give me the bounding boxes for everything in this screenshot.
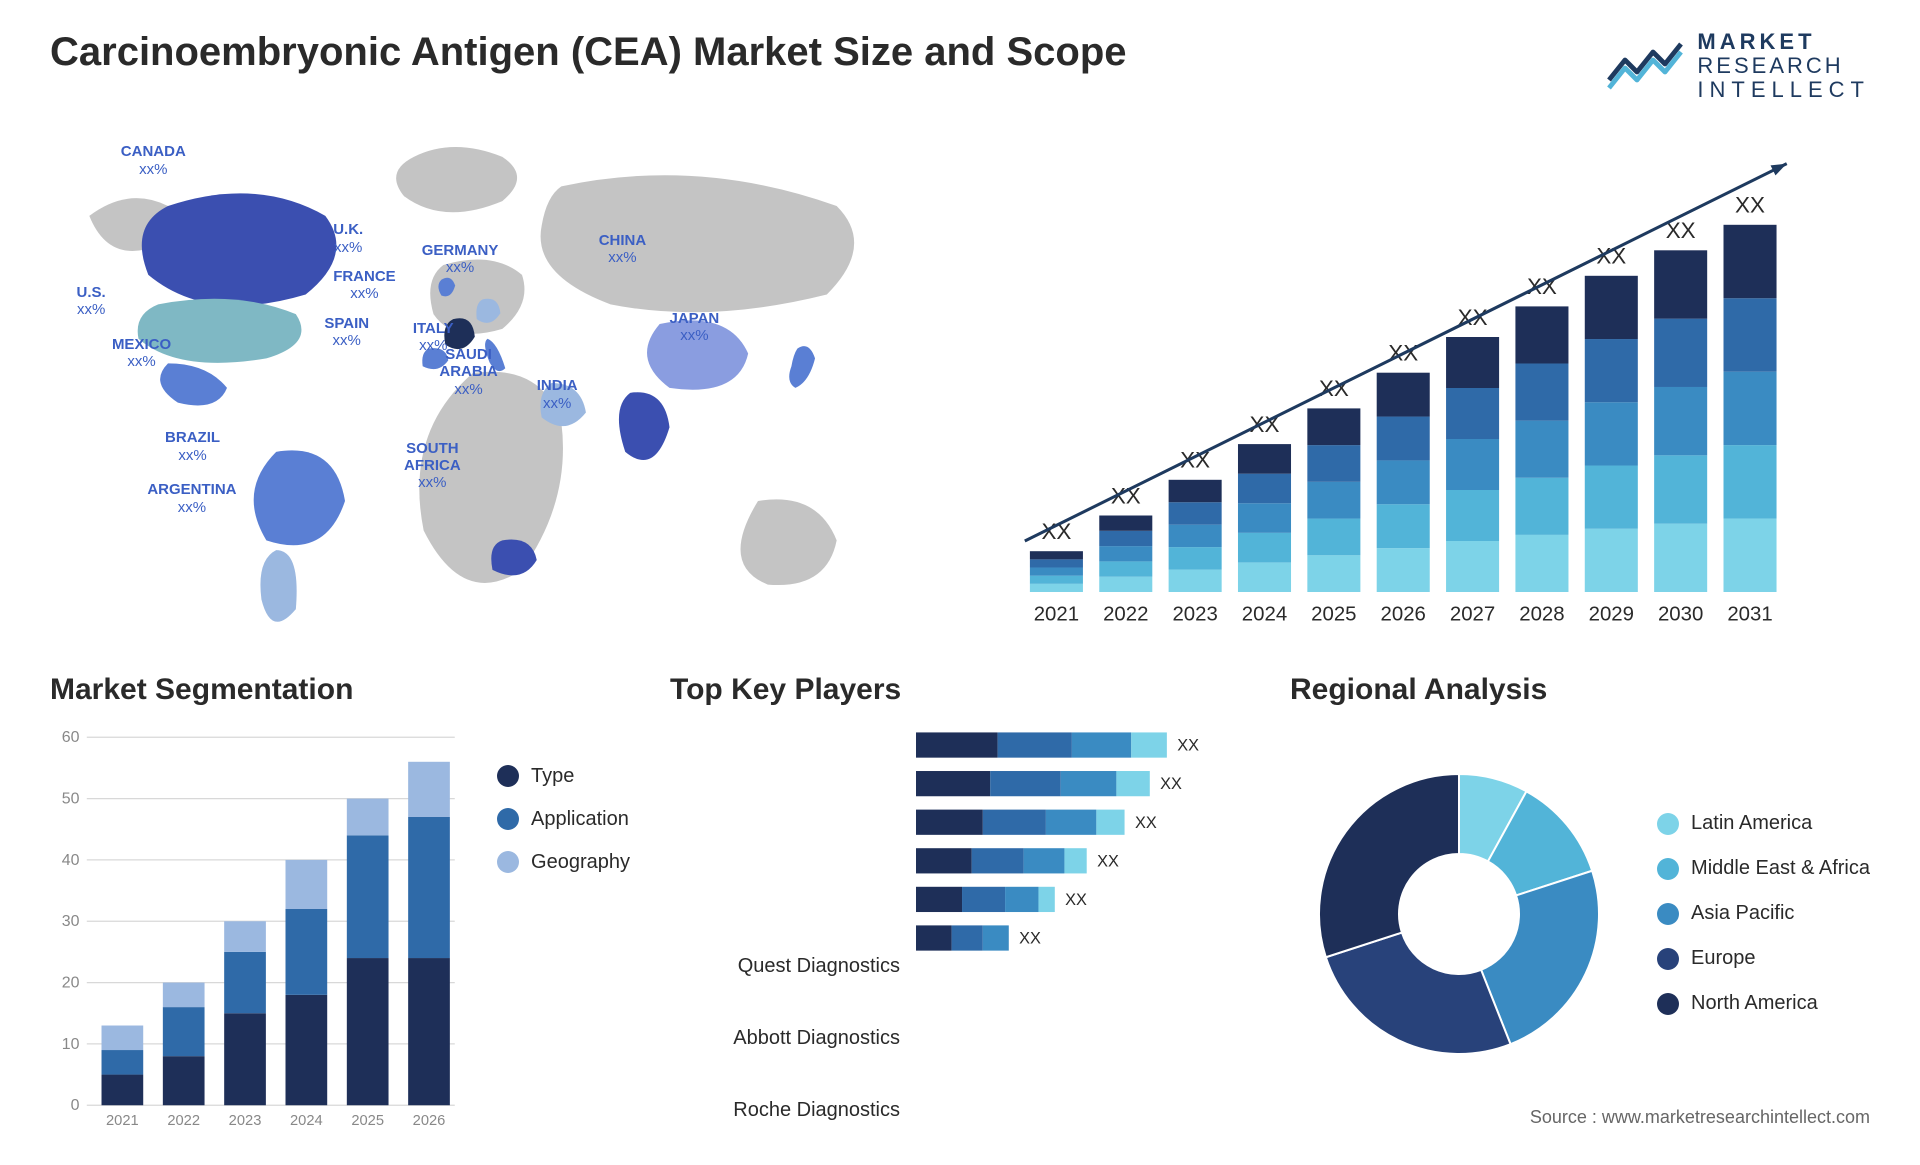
seg-legend-type: Type	[497, 765, 630, 788]
swatch-icon	[497, 851, 519, 873]
svg-text:2022: 2022	[167, 1112, 200, 1128]
segmentation-chart-svg: 0 10 20 30 40 50 60 2021 2022 2023 2024 2025 2026	[50, 725, 467, 1130]
segmentation-panel: Market Segmentation 01020304050602021202…	[50, 673, 630, 1103]
map-label-india: INDIAxx%	[537, 377, 578, 412]
svg-text:2031: 2031	[1727, 603, 1772, 625]
svg-text:XX: XX	[1019, 929, 1041, 947]
map-label-japan: JAPANxx%	[670, 310, 720, 345]
regional-panel: Regional Analysis Latin America Middle Ea…	[1290, 673, 1870, 1103]
legend-label: Middle East & Africa	[1691, 857, 1870, 880]
seg-legend-application: Application	[497, 808, 630, 831]
map-label-mexico: MEXICOxx%	[112, 336, 171, 371]
svg-text:2026: 2026	[1381, 603, 1426, 625]
swatch-icon	[497, 808, 519, 830]
top-players-panel: Top Key Players Quest Diagnostics Abbott …	[670, 673, 1250, 1103]
map-label-saudiarabia: SAUDIARABIAxx%	[439, 346, 497, 398]
swatch-icon	[1657, 813, 1679, 835]
regional-legend: Latin America Middle East & Africa Asia Pa…	[1657, 812, 1870, 1015]
legend-label: Type	[531, 765, 574, 788]
growth-chart-panel: XX2021XX2022XX2023XX2024XX2025XX2026XX20…	[965, 123, 1870, 643]
map-label-china: CHINAxx%	[599, 232, 647, 267]
svg-text:2027: 2027	[1450, 603, 1495, 625]
svg-text:20: 20	[62, 974, 80, 991]
svg-text:XX: XX	[1735, 192, 1765, 217]
svg-text:2024: 2024	[290, 1112, 323, 1128]
svg-text:XX: XX	[1097, 852, 1119, 870]
svg-text:50: 50	[62, 790, 80, 807]
svg-text:30: 30	[62, 913, 80, 930]
map-label-germany: GERMANYxx%	[422, 242, 499, 277]
seg-legend-geography: Geography	[497, 851, 630, 874]
legend-label: Asia Pacific	[1691, 902, 1794, 925]
source-attribution: Source : www.marketresearchintellect.com	[1530, 1107, 1870, 1128]
legend-label: North America	[1691, 992, 1818, 1015]
svg-text:XX: XX	[1527, 274, 1557, 299]
svg-text:2028: 2028	[1519, 603, 1564, 625]
top-players-labels: Quest Diagnostics Abbott Diagnostics Roche…	[670, 725, 900, 1165]
region-legend-asia-pacific: Asia Pacific	[1657, 902, 1870, 925]
svg-text:60: 60	[62, 729, 80, 746]
map-label-brazil: BRAZILxx%	[165, 429, 220, 464]
legend-label: Latin America	[1691, 812, 1812, 835]
map-label-argentina: ARGENTINAxx%	[147, 481, 236, 516]
logo-line3: INTELLECT	[1697, 78, 1870, 102]
map-label-us: U.S.xx%	[77, 284, 106, 319]
logo-line2: RESEARCH	[1697, 54, 1870, 78]
regional-donut-svg	[1309, 764, 1609, 1064]
bottom-row: Market Segmentation 01020304050602021202…	[50, 673, 1870, 1103]
regional-title: Regional Analysis	[1290, 673, 1870, 707]
svg-text:40: 40	[62, 851, 80, 868]
top-row: CANADAxx% U.S.xx%MEXICOxx% BRAZILxx% ARGENT…	[50, 123, 1870, 643]
svg-text:2021: 2021	[1034, 603, 1079, 625]
svg-text:2022: 2022	[1103, 603, 1148, 625]
map-label-uk: U.K.xx%	[333, 221, 363, 256]
svg-text:2024: 2024	[1242, 603, 1287, 625]
svg-text:2025: 2025	[351, 1112, 384, 1128]
region-legend-north-america: North America	[1657, 992, 1870, 1015]
logo-icon	[1605, 34, 1685, 99]
svg-text:2023: 2023	[1172, 603, 1217, 625]
legend-label: Application	[531, 808, 629, 831]
svg-text:2021: 2021	[106, 1112, 139, 1128]
top-players-chart-svg: XX XX XX XX XX XX	[916, 725, 1250, 977]
svg-text:2025: 2025	[1311, 603, 1356, 625]
header: Carcinoembryonic Antigen (CEA) Market Si…	[50, 30, 1870, 103]
swatch-icon	[1657, 948, 1679, 970]
segmentation-title: Market Segmentation	[50, 673, 630, 707]
swatch-icon	[1657, 858, 1679, 880]
region-legend-latin-america: Latin America	[1657, 812, 1870, 835]
legend-label: Europe	[1691, 947, 1756, 970]
world-map-panel: CANADAxx% U.S.xx%MEXICOxx% BRAZILxx% ARGENT…	[50, 123, 935, 643]
svg-text:0: 0	[71, 1097, 80, 1114]
svg-text:2026: 2026	[413, 1112, 446, 1128]
swatch-icon	[497, 765, 519, 787]
page-title: Carcinoembryonic Antigen (CEA) Market Si…	[50, 30, 1127, 75]
region-legend-europe: Europe	[1657, 947, 1870, 970]
brand-logo: MARKET RESEARCH INTELLECT	[1605, 30, 1870, 103]
svg-text:XX: XX	[1135, 813, 1157, 831]
growth-chart-svg: XX2021XX2022XX2023XX2024XX2025XX2026XX20…	[975, 133, 1860, 643]
legend-label: Geography	[531, 851, 630, 874]
swatch-icon	[1657, 993, 1679, 1015]
top-players-title: Top Key Players	[670, 673, 1250, 707]
logo-line1: MARKET	[1697, 30, 1870, 54]
swatch-icon	[1657, 903, 1679, 925]
player-label: Abbott Diagnostics	[670, 1013, 900, 1065]
svg-text:10: 10	[62, 1035, 80, 1052]
segmentation-legend: Type Application Geography	[497, 725, 630, 1130]
svg-text:XX: XX	[1160, 775, 1182, 793]
map-label-canada: CANADAxx%	[121, 143, 186, 178]
svg-text:XX: XX	[1177, 736, 1199, 754]
svg-text:2029: 2029	[1589, 603, 1634, 625]
player-label: Roche Diagnostics	[670, 1085, 900, 1137]
svg-text:2023: 2023	[229, 1112, 262, 1128]
map-label-france: FRANCExx%	[333, 268, 396, 303]
map-label-southafrica: SOUTHAFRICAxx%	[404, 440, 461, 492]
region-legend-middle-east---africa: Middle East & Africa	[1657, 857, 1870, 880]
svg-text:2030: 2030	[1658, 603, 1703, 625]
svg-text:XX: XX	[1065, 891, 1087, 909]
logo-text: MARKET RESEARCH INTELLECT	[1697, 30, 1870, 103]
map-label-spain: SPAINxx%	[324, 315, 369, 350]
player-label: Quest Diagnostics	[670, 941, 900, 993]
